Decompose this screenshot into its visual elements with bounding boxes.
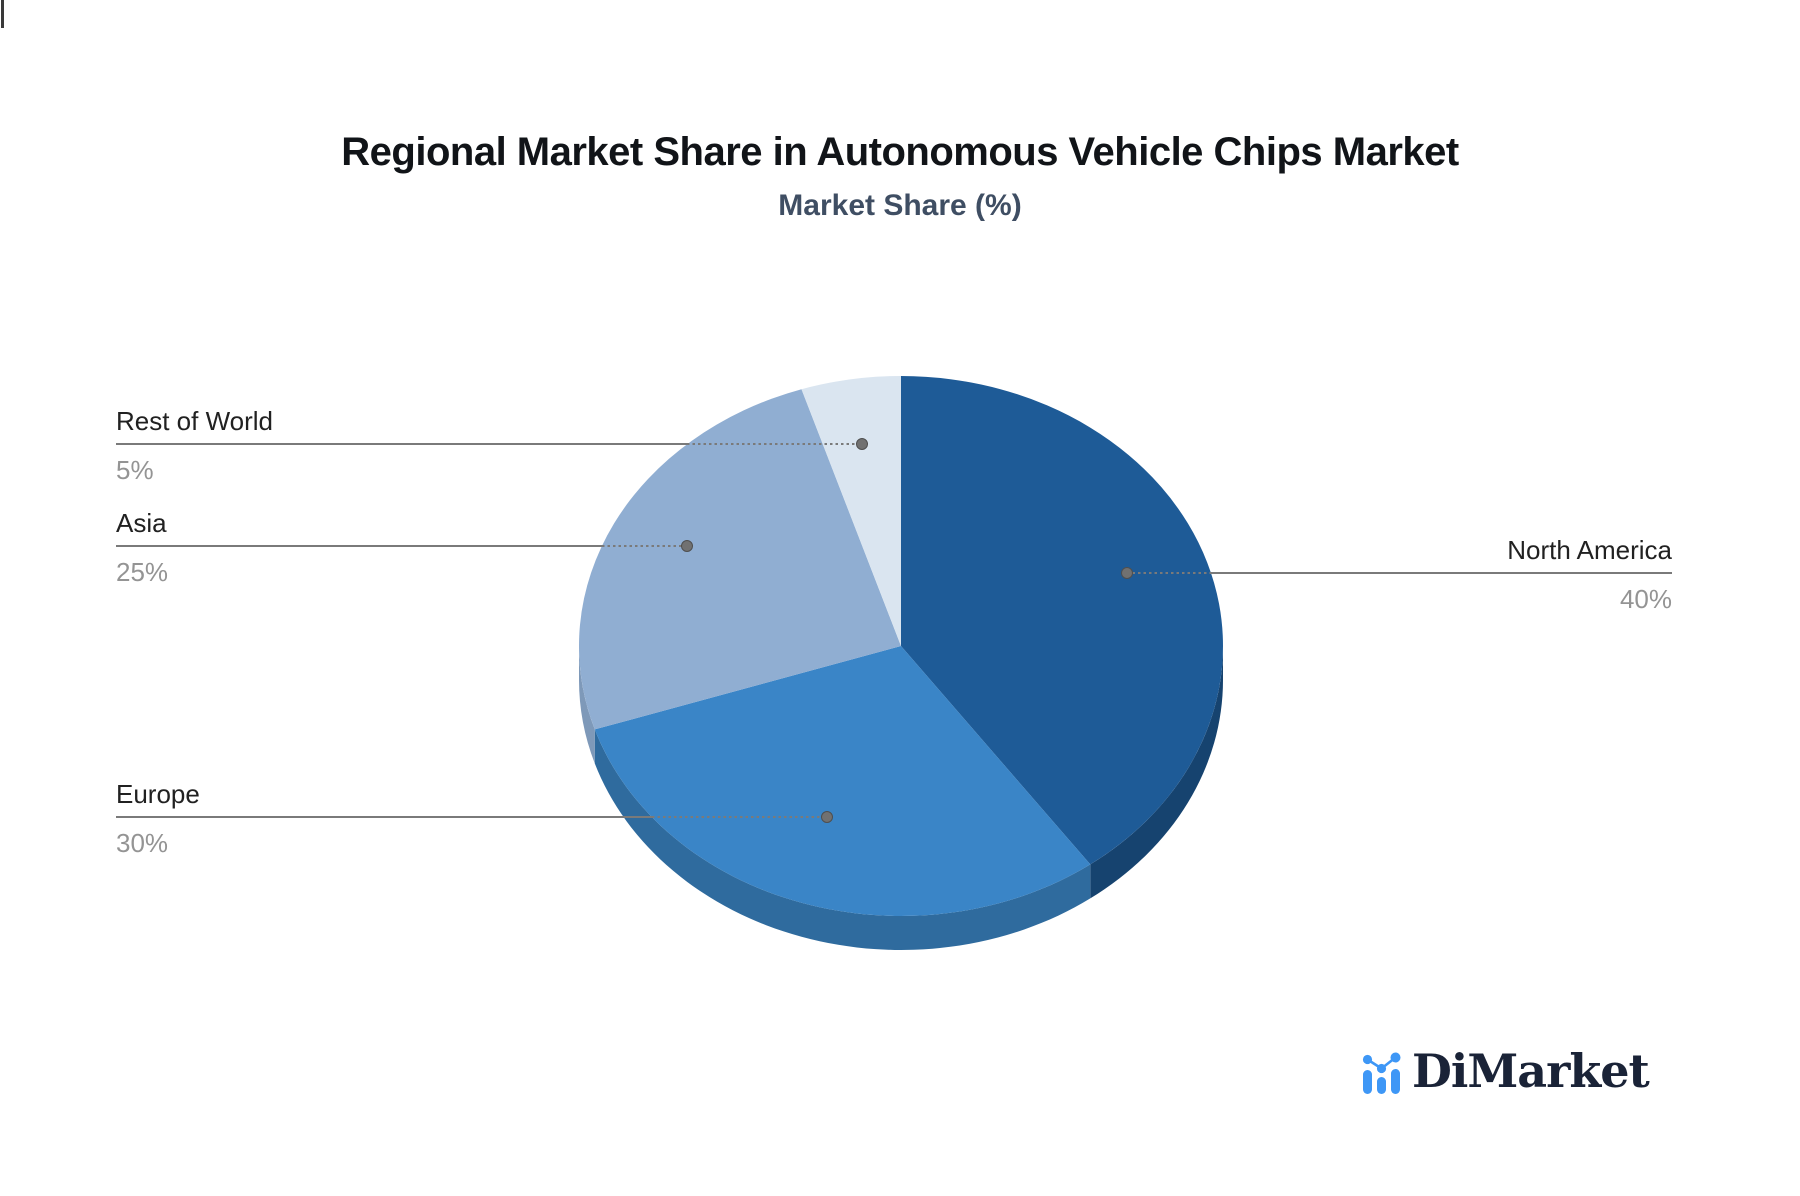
chart-title: Regional Market Share in Autonomous Vehi… [341, 130, 1459, 174]
slice-label-north-america: North America [1507, 535, 1672, 565]
screen-edge-artifact [1, 0, 4, 28]
slice-value-north-america: 40% [1619, 584, 1672, 614]
slice-label-europe: Europe [116, 779, 200, 809]
slice-value-asia: 25% [116, 557, 169, 587]
slice-value-europe: 30% [116, 828, 169, 858]
slice-label-asia: Asia [116, 508, 167, 538]
slice-value-rest-of-world: 5% [116, 455, 154, 485]
chart-subtitle: Market Share (%) [778, 189, 1022, 222]
bar-line-chart-icon [1362, 1052, 1401, 1094]
logo-text: DiMarket [1412, 1044, 1650, 1098]
slice-label-rest-of-world: Rest of World [116, 406, 274, 436]
dimarket-logo: DiMarket [1358, 1040, 1650, 1098]
